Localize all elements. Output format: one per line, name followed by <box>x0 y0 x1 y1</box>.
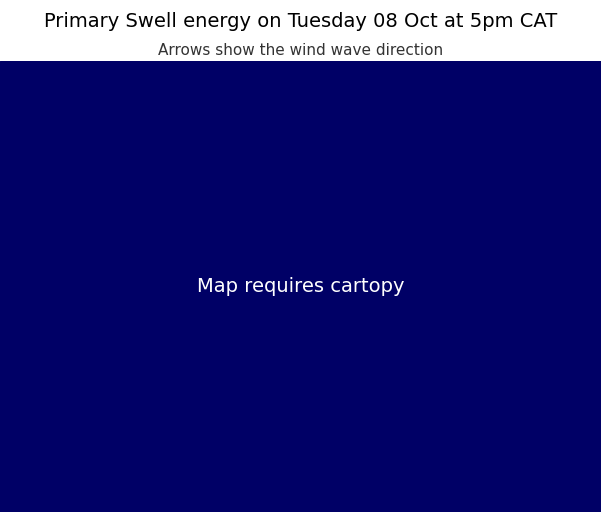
Text: Arrows show the wind wave direction: Arrows show the wind wave direction <box>158 43 443 58</box>
Text: Primary Swell energy on Tuesday 08 Oct at 5pm CAT: Primary Swell energy on Tuesday 08 Oct a… <box>44 12 557 31</box>
Text: Map requires cartopy: Map requires cartopy <box>197 277 404 296</box>
